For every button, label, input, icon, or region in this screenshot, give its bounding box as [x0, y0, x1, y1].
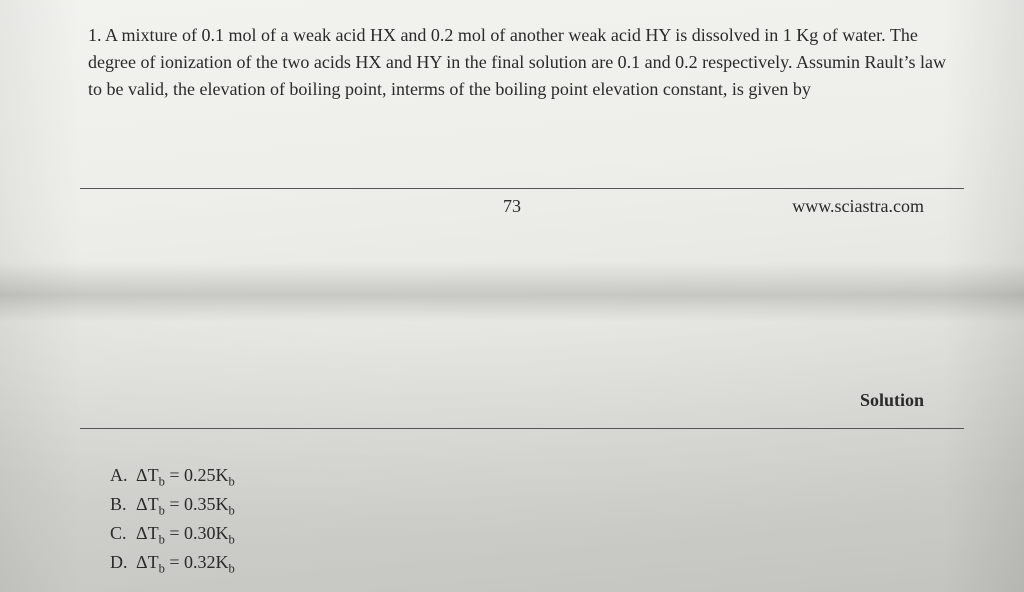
k: K	[216, 465, 229, 485]
subscript-b: b	[229, 504, 235, 518]
page-crease-shadow	[0, 262, 1024, 322]
coefficient: 0.35	[184, 494, 216, 514]
option-row: B.ΔTb = 0.35Kb	[110, 491, 235, 518]
divider-top	[80, 188, 964, 189]
options-list: A.ΔTb = 0.25KbB.ΔTb = 0.35KbC.ΔTb = 0.30…	[110, 462, 235, 578]
coefficient: 0.30	[184, 523, 216, 543]
option-expression: ΔTb = 0.25Kb	[136, 462, 235, 489]
scanned-page: 1. A mixture of 0.1 mol of a weak acid H…	[0, 0, 1024, 592]
question-text: A mixture of 0.1 mol of a weak acid HX a…	[88, 25, 946, 99]
delta-t: ΔT	[136, 465, 159, 485]
k: K	[216, 523, 229, 543]
option-expression: ΔTb = 0.32Kb	[136, 549, 235, 576]
k: K	[216, 494, 229, 514]
equals: =	[165, 552, 184, 572]
equals: =	[165, 494, 184, 514]
divider-bottom	[80, 428, 964, 429]
question-number: 1.	[88, 25, 102, 45]
coefficient: 0.32	[184, 552, 216, 572]
delta-t: ΔT	[136, 552, 159, 572]
solution-heading: Solution	[860, 390, 924, 411]
option-letter: D.	[110, 549, 136, 576]
k: K	[216, 552, 229, 572]
delta-t: ΔT	[136, 494, 159, 514]
option-letter: B.	[110, 491, 136, 518]
option-row: A.ΔTb = 0.25Kb	[110, 462, 235, 489]
option-row: D.ΔTb = 0.32Kb	[110, 549, 235, 576]
option-letter: C.	[110, 520, 136, 547]
equals: =	[165, 465, 184, 485]
option-row: C.ΔTb = 0.30Kb	[110, 520, 235, 547]
delta-t: ΔT	[136, 523, 159, 543]
equals: =	[165, 523, 184, 543]
subscript-b: b	[229, 562, 235, 576]
subscript-b: b	[229, 475, 235, 489]
website-url: www.sciastra.com	[792, 196, 924, 217]
question-block: 1. A mixture of 0.1 mol of a weak acid H…	[88, 22, 964, 103]
option-expression: ΔTb = 0.30Kb	[136, 520, 235, 547]
subscript-b: b	[229, 533, 235, 547]
option-letter: A.	[110, 462, 136, 489]
coefficient: 0.25	[184, 465, 216, 485]
option-expression: ΔTb = 0.35Kb	[136, 491, 235, 518]
